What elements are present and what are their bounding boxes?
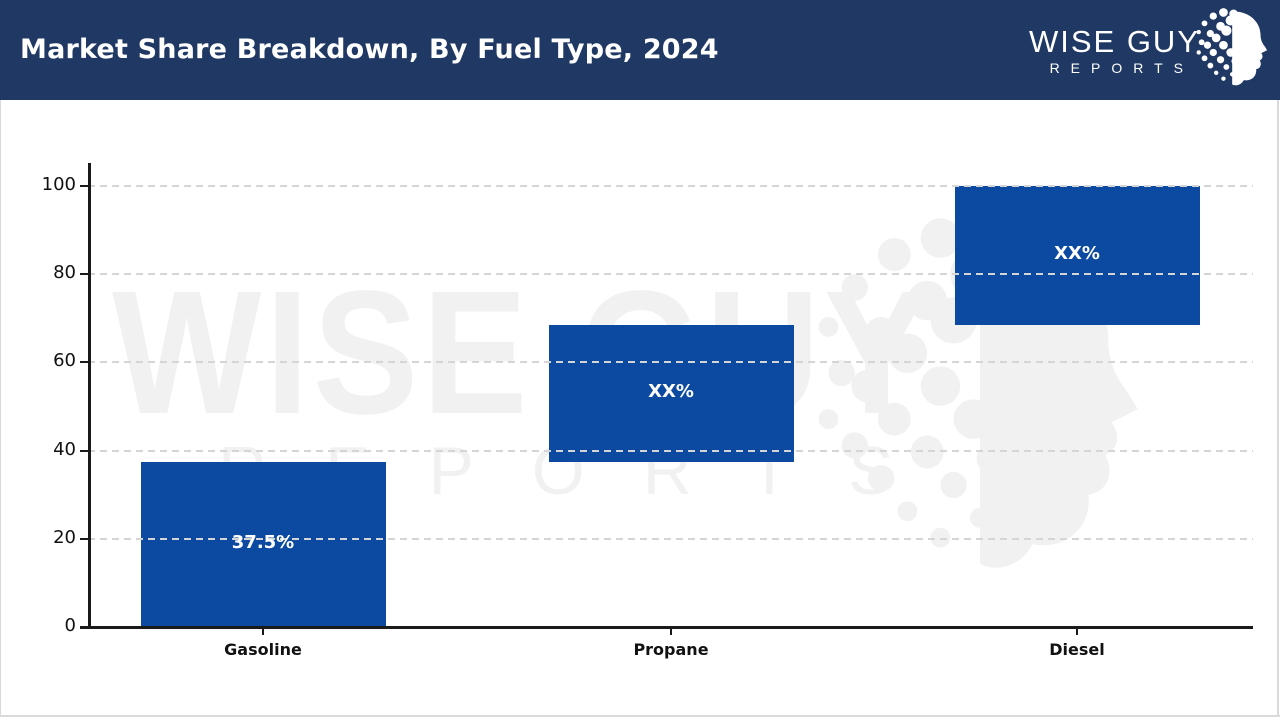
bar-value-label-gasoline: 37.5% xyxy=(231,532,295,554)
y-tickmark-80 xyxy=(80,273,88,276)
gridline-100 xyxy=(88,185,1253,187)
y-tick-label-40: 40 xyxy=(53,438,76,460)
category-label-propane: Propane xyxy=(633,640,709,659)
y-tick-label-0: 0 xyxy=(64,615,76,636)
gridline-80 xyxy=(88,273,1253,276)
bar-propane xyxy=(548,324,794,462)
bottom-hairline xyxy=(0,715,1280,717)
gridline-20 xyxy=(88,537,1253,540)
wiseguy-logo: WISE GUY REPORTS xyxy=(1022,0,1272,100)
bar-diesel xyxy=(954,186,1200,325)
x-axis-spine xyxy=(80,625,1253,629)
y-tick-label-20: 20 xyxy=(53,526,76,548)
logo-reports-text: REPORTS xyxy=(1049,60,1194,76)
y-tick-label-100: 100 xyxy=(41,174,76,195)
bar-value-label-propane: XX% xyxy=(648,381,694,403)
logo-wordmark: WISE GUY xyxy=(1028,24,1200,59)
bar-value-label-diesel: XX% xyxy=(1054,243,1100,265)
y-tickmark-40 xyxy=(80,449,88,452)
page-title: Market Share Breakdown, By Fuel Type, 20… xyxy=(20,34,719,65)
right-hairline xyxy=(1277,100,1279,717)
category-label-gasoline: Gasoline xyxy=(224,640,302,659)
y-tickmark-100 xyxy=(80,185,88,187)
x-tickmark-gasoline xyxy=(262,628,264,635)
x-tickmark-diesel xyxy=(1076,628,1078,635)
y-tick-label-60: 60 xyxy=(53,350,76,372)
bar-gasoline xyxy=(140,461,386,627)
wiseguy-head-icon xyxy=(1196,8,1268,86)
gridline-40 xyxy=(88,449,1253,452)
x-tickmark-propane xyxy=(670,628,672,635)
category-label-diesel: Diesel xyxy=(1049,640,1105,659)
y-tickmark-60 xyxy=(80,361,88,364)
y-axis-spine xyxy=(88,163,91,629)
left-hairline xyxy=(0,100,1,717)
gridline-60 xyxy=(88,361,1253,364)
header-bar: Market Share Breakdown, By Fuel Type, 20… xyxy=(0,0,1280,100)
y-tick-label-80: 80 xyxy=(53,262,76,284)
y-tickmark-20 xyxy=(80,537,88,540)
